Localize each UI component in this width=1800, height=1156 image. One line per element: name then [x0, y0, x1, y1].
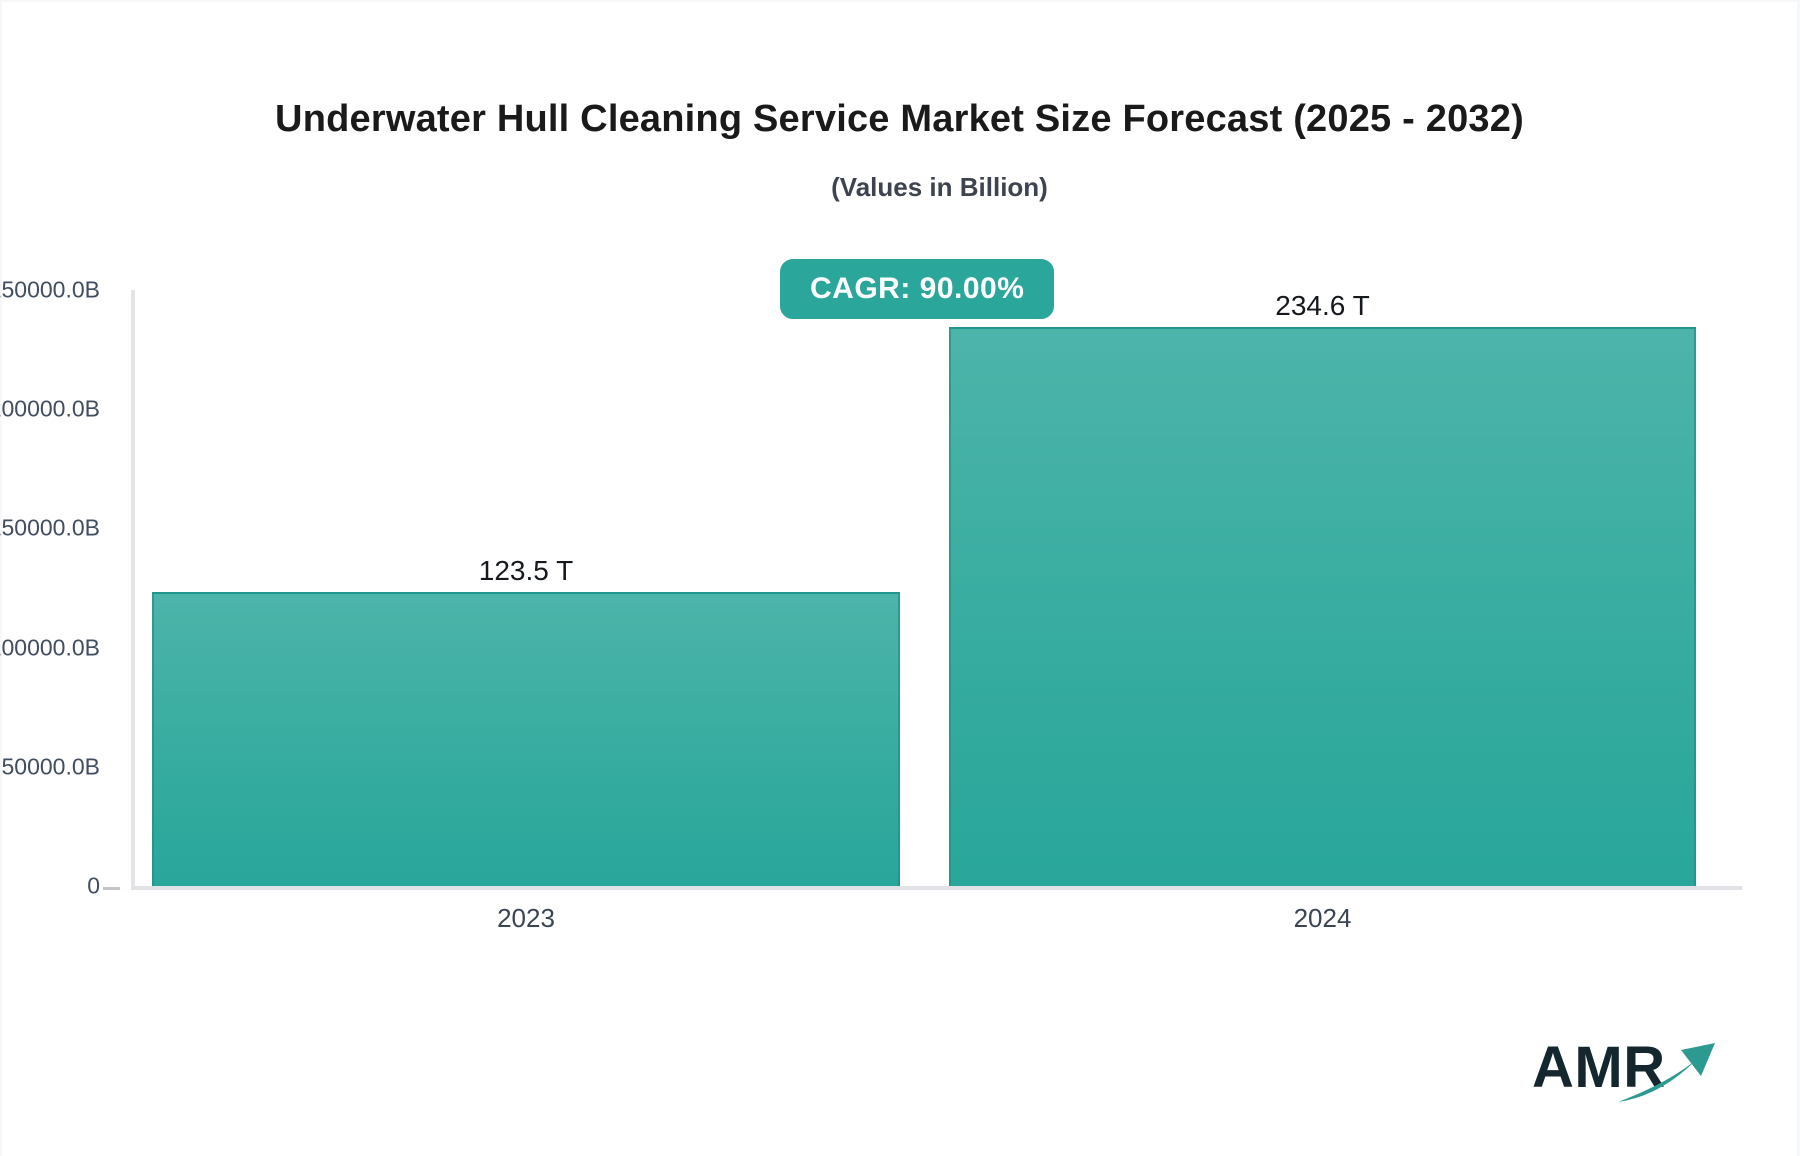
y-axis-tick-label: 0 [87, 872, 100, 899]
y-axis-line [131, 290, 135, 890]
x-axis-line [131, 886, 1742, 890]
y-axis-tick-label: 200000.0B [0, 395, 100, 422]
amr-logo-arrow-icon [1618, 1043, 1715, 1102]
bar-value-label: 123.5 T [478, 554, 574, 586]
zero-tick-mark [103, 887, 120, 890]
bar-value-label: 234.6 T [1275, 289, 1370, 321]
cagr-badge: CAGR: 90.00% [775, 254, 1060, 324]
y-axis-tick-label: 100000.0B [0, 634, 100, 661]
cagr-label: CAGR: 90.00% [810, 272, 1025, 305]
amr-logo: AMR [1532, 1034, 1742, 1120]
chart-subtitle: (Values in Billion) [831, 172, 1048, 202]
y-axis-tick-label: 150000.0B [0, 514, 100, 541]
amr-logo-text: AMR [1532, 1035, 1666, 1100]
bar-2023 [152, 591, 900, 886]
x-axis-tick-label: 2024 [1293, 903, 1352, 933]
chart-title: Underwater Hull Cleaning Service Market … [275, 98, 1524, 140]
x-axis-tick-label: 2023 [497, 903, 555, 933]
y-axis-tick-label: 250000.0B [0, 276, 100, 303]
y-axis-tick-label: 50000.0B [1, 753, 100, 780]
bar-2024 [949, 326, 1696, 886]
